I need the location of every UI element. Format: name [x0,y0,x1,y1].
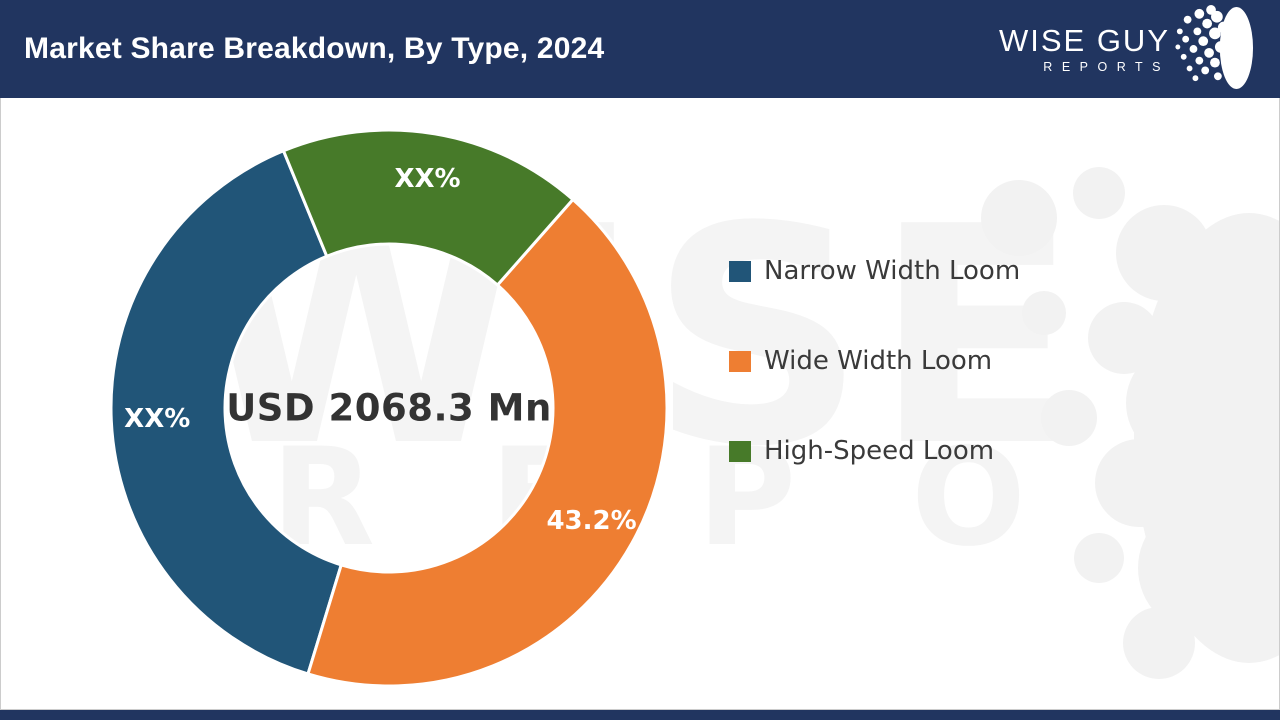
legend-swatch-icon [729,260,751,282]
legend-swatch-icon [729,350,751,372]
brand-logo: WISE GUY REPORTS [999,4,1254,94]
donut-chart: XX% 43.2% XX% [109,128,669,688]
donut-segment-0 [109,149,343,676]
donut-segment-2 [282,128,575,287]
slice-label-0: XX% [124,404,190,434]
header-bar: Market Share Breakdown, By Type, 2024 WI… [0,0,1280,98]
brand-name: WISE GUY [998,22,1170,58]
donut-segment-1 [306,198,669,688]
chart-center-value: USD 2068.3 Mn [226,386,552,430]
legend-label: Narrow Width Loom [764,256,1021,286]
legend-swatch-icon [729,440,751,462]
page-title: Market Share Breakdown, By Type, 2024 [24,32,605,65]
slice-label-2: XX% [394,164,460,194]
brand-wordmark: WISE GUY REPORTS [998,22,1170,74]
slice-label-1: 43.2% [546,506,636,536]
legend-item-0: Narrow Width Loom [729,256,1020,286]
chart-area: WISE GUY REPORTS XX%43.2%XX% USD 2068.3 … [0,98,1280,710]
legend-label: High-Speed Loom [764,436,995,466]
legend-item-2: High-Speed Loom [729,436,1020,466]
watermark-face-icon [949,138,1279,702]
brand-face-icon [1172,4,1254,94]
footer-bar [0,710,1280,720]
legend: Narrow Width Loom Wide Width Loom High-Spe… [729,256,1020,526]
brand-subtitle: REPORTS [1043,59,1170,74]
legend-label: Wide Width Loom [764,346,993,376]
legend-item-1: Wide Width Loom [729,346,1020,376]
